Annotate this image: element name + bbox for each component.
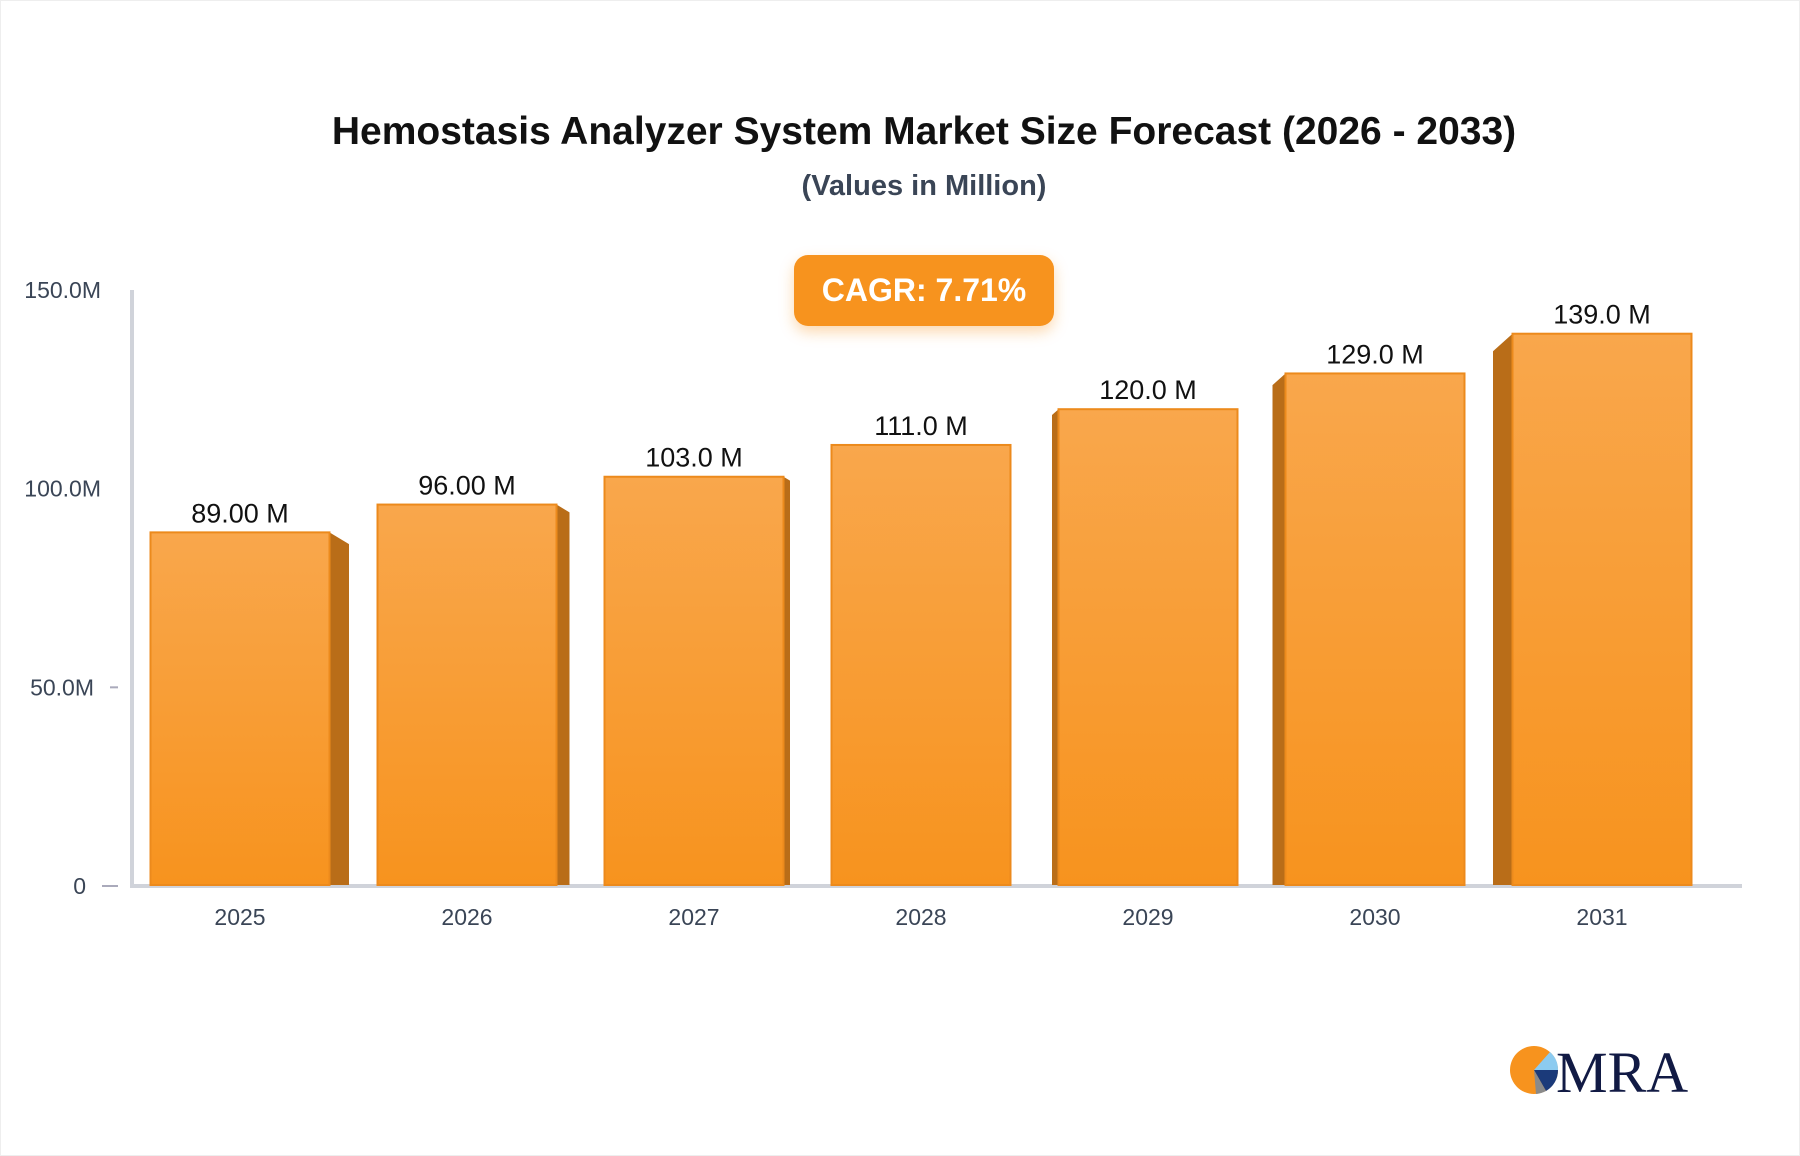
bar-side <box>329 532 349 885</box>
y-tick-label: 0 <box>73 873 86 899</box>
bar-side <box>1272 373 1286 885</box>
bar-side <box>1493 333 1513 885</box>
logo-pie-icon: MRA <box>1510 1040 1688 1100</box>
bar-side <box>1052 409 1059 885</box>
data-label: 96.00 M <box>418 471 516 501</box>
y-tick-label: 100.0M <box>24 476 101 502</box>
bar <box>1511 332 1693 886</box>
x-tick-label: 2029 <box>1122 904 1173 930</box>
bar <box>1057 408 1239 886</box>
chart-title: Hemostasis Analyzer System Market Size F… <box>331 110 1517 153</box>
bar <box>603 475 785 886</box>
x-tick-label: 2031 <box>1576 904 1627 930</box>
chart-subtitle: (Values in Million) <box>801 170 1047 202</box>
bar-side <box>783 476 790 885</box>
x-tick-label: 2025 <box>214 904 265 930</box>
bar <box>149 531 331 887</box>
data-label: 120.0 M <box>1099 375 1197 405</box>
bar <box>1284 372 1466 886</box>
bar <box>830 443 1012 886</box>
y-tick-label: 50.0M <box>30 674 94 700</box>
x-tick-label: 2027 <box>668 904 719 930</box>
mra-logo: MRA <box>1506 1040 1696 1100</box>
data-label: 129.0 M <box>1326 339 1424 369</box>
data-label: 111.0 M <box>874 411 968 441</box>
data-label: 139.0 M <box>1553 300 1651 330</box>
x-tick-label: 2028 <box>895 904 946 930</box>
bar <box>376 503 558 886</box>
svg-text:MRA: MRA <box>1556 1040 1688 1100</box>
data-label: 89.00 M <box>191 498 289 528</box>
cagr-badge: CAGR: 7.71% <box>794 255 1054 326</box>
x-tick-label: 2026 <box>441 904 492 930</box>
x-tick-label: 2030 <box>1349 904 1400 930</box>
data-label: 103.0 M <box>645 443 743 473</box>
y-tick-label: 150.0M <box>24 277 101 303</box>
bar-side <box>556 504 570 885</box>
